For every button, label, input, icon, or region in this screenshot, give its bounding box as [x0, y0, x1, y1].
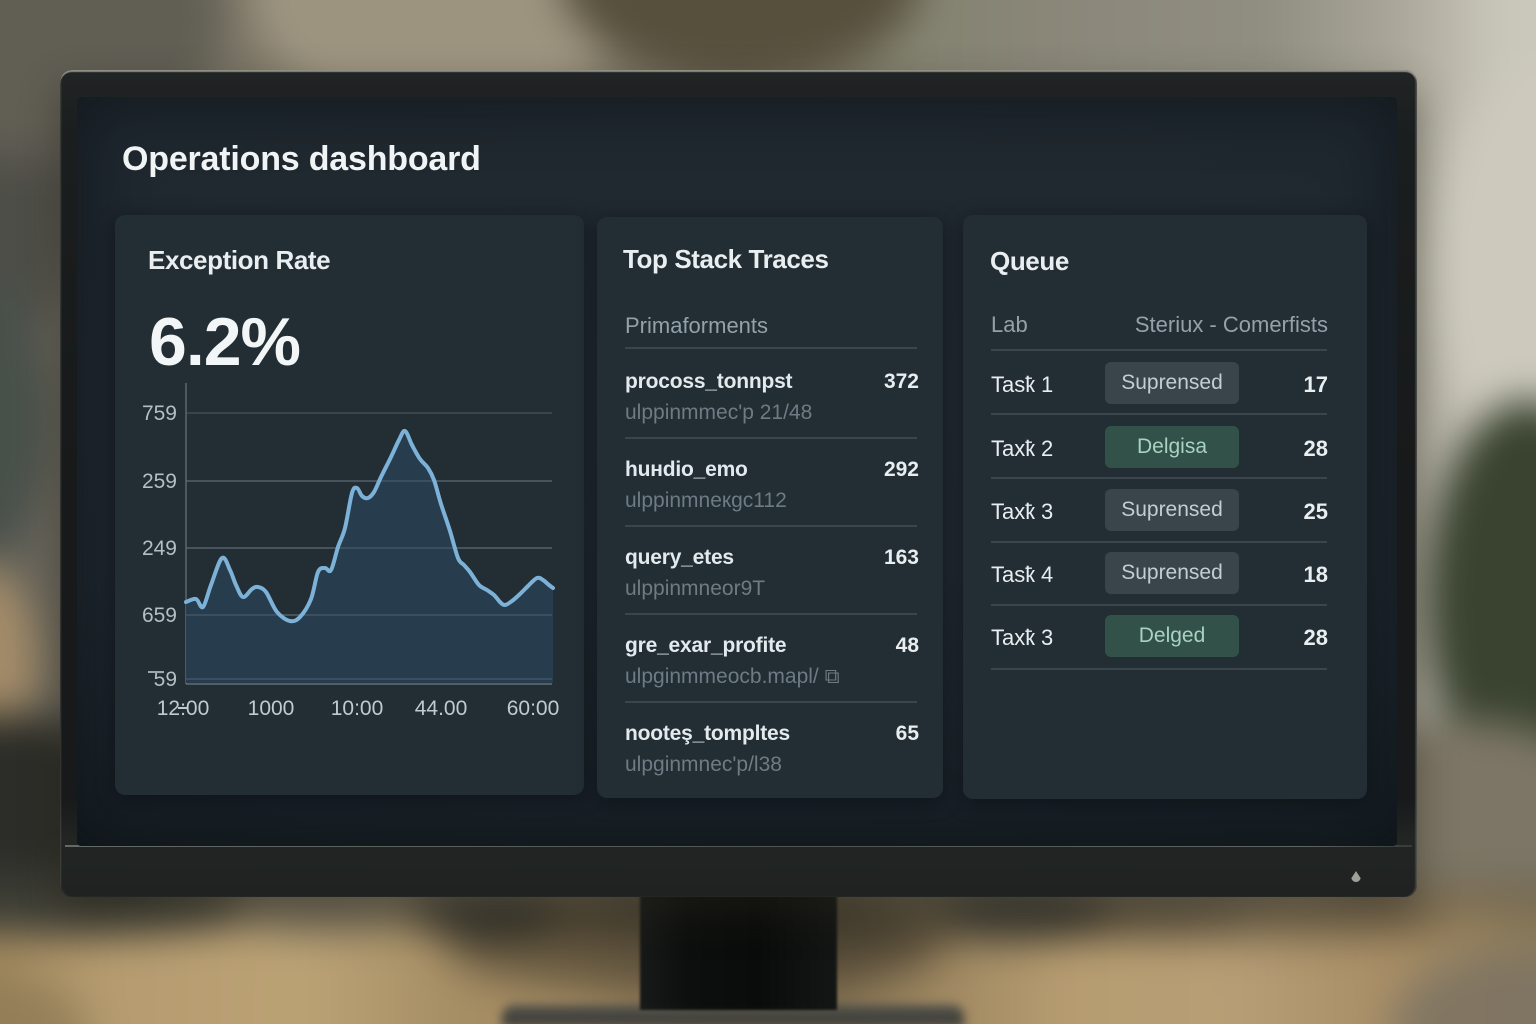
- svg-text:44.00: 44.00: [415, 697, 468, 720]
- svg-text:659: 659: [142, 604, 177, 627]
- svg-text:1000: 1000: [248, 697, 295, 720]
- svg-text:59: 59: [154, 668, 177, 691]
- svg-text:60:00: 60:00: [507, 697, 560, 720]
- svg-text:759: 759: [142, 402, 177, 425]
- svg-text:259: 259: [142, 470, 177, 493]
- svg-text:10:00: 10:00: [331, 697, 384, 720]
- svg-text:249: 249: [142, 537, 177, 560]
